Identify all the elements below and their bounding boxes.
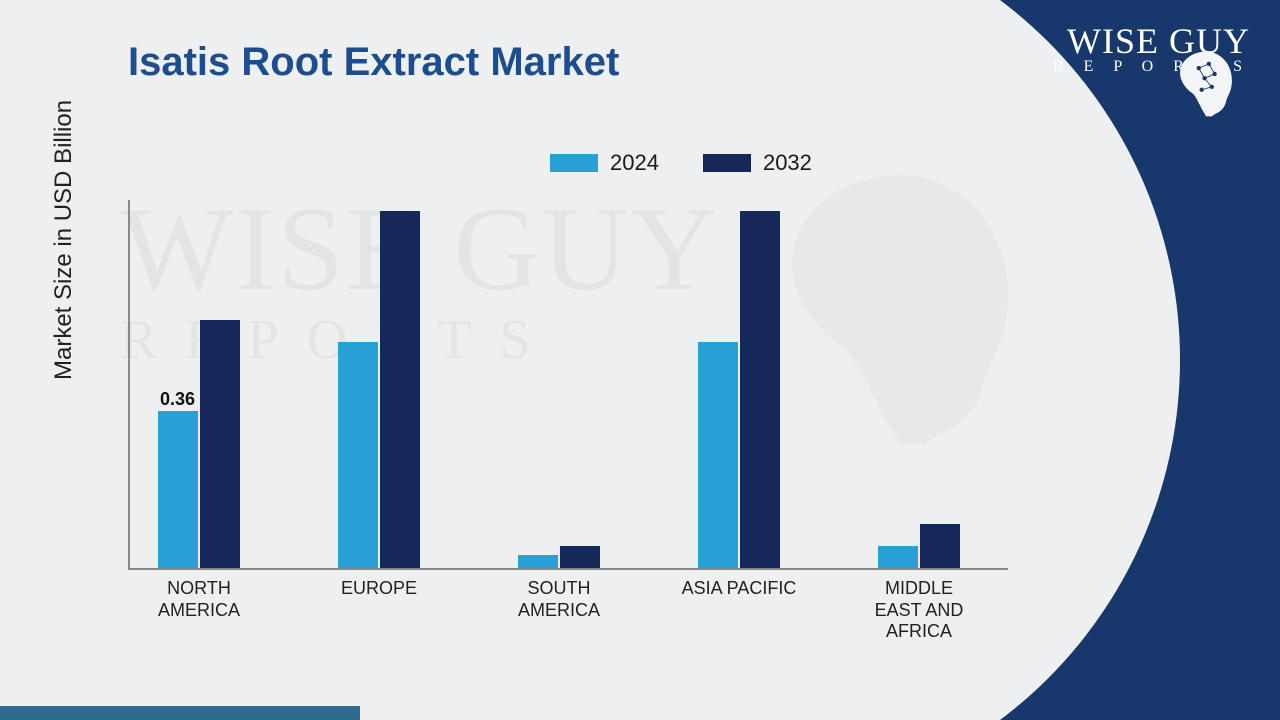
bar [698,342,738,568]
bar [560,546,600,568]
bar [518,555,558,568]
legend-swatch-2032 [703,154,751,172]
legend-label-2032: 2032 [763,150,812,176]
legend-swatch-2024 [550,154,598,172]
y-axis-label: Market Size in USD Billion [50,100,78,380]
brand-head-icon [1170,48,1242,120]
category-label: EUROPE [319,578,439,600]
bar-group [698,211,780,568]
legend-label-2024: 2024 [610,150,659,176]
bar [920,524,960,568]
chart-title: Isatis Root Extract Market [128,40,619,85]
bar [878,546,918,568]
plot-area [128,200,1008,570]
bar-group [338,211,420,568]
bar [158,411,198,568]
bar [200,320,240,568]
bar-group [158,320,240,568]
legend: 2024 2032 [550,150,812,176]
legend-item-2032: 2032 [703,150,812,176]
y-axis [128,200,130,570]
bar [338,342,378,568]
category-label: MIDDLE EAST AND AFRICA [859,578,979,643]
bar-group [878,524,960,568]
legend-item-2024: 2024 [550,150,659,176]
bar [380,211,420,568]
bottom-accent-bar [0,706,360,720]
bar [740,211,780,568]
category-label: NORTH AMERICA [139,578,259,621]
brand-logo: WISE GUY R E P O R T S [1053,20,1250,76]
category-label: SOUTH AMERICA [499,578,619,621]
bar-group [518,546,600,568]
chart-canvas: WISE GUY REPORTS Isatis Root Extract Mar… [0,0,1280,720]
x-axis [128,568,1008,570]
value-label: 0.36 [160,389,195,410]
category-label: ASIA PACIFIC [679,578,799,600]
